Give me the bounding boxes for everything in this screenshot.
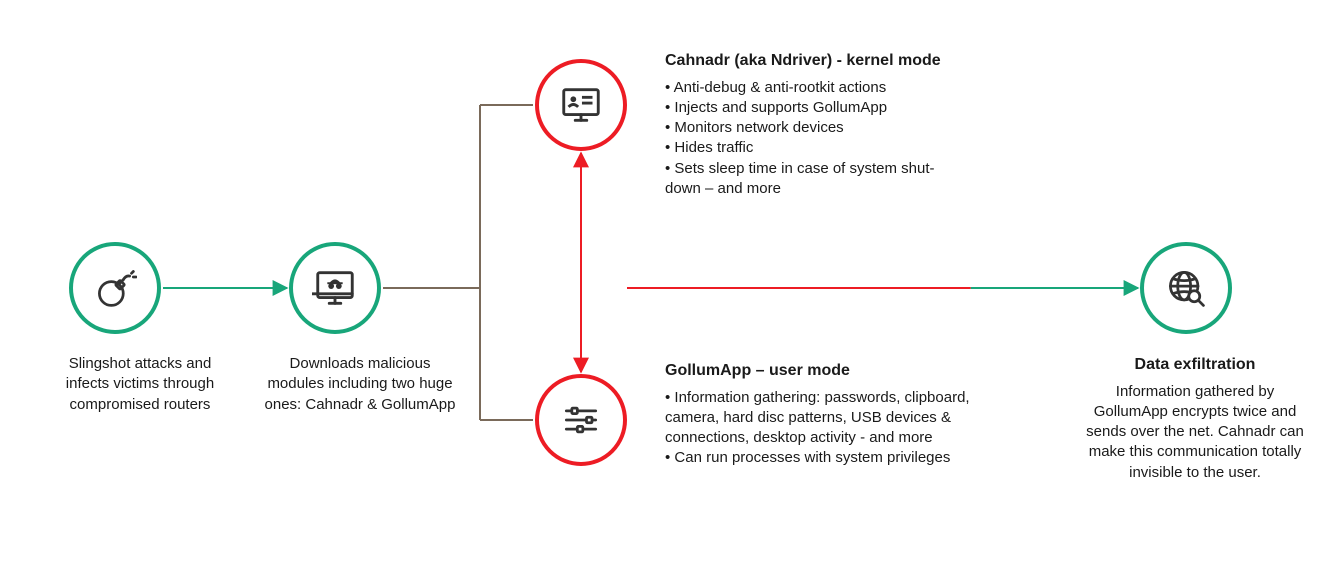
bullet-item: Can run processes with system privileges: [665, 448, 995, 468]
bomb-icon: [93, 266, 137, 310]
node-exfiltration: [1140, 242, 1232, 334]
text: Slingshot attacks and infects victims th…: [45, 354, 235, 415]
text: Information gathered by GollumApp encryp…: [1085, 382, 1305, 483]
node-cahnadr-kernel: [535, 59, 627, 151]
sliders-icon: [559, 398, 603, 442]
text: Downloads malicious modules including tw…: [260, 354, 460, 415]
bullet-item: Information gathering: passwords, clipbo…: [665, 388, 995, 449]
title: Cahnadr (aka Ndriver) - kernel mode: [665, 50, 965, 72]
node-gollumapp-user: [535, 374, 627, 466]
title: GollumApp – user mode: [665, 360, 995, 382]
label-slingshot: Slingshot attacks and infects victims th…: [45, 354, 235, 415]
bullet-item: Injects and supports GollumApp: [665, 98, 965, 118]
bullet-item: Hides traffic: [665, 138, 965, 158]
label-downloader: Downloads malicious modules including tw…: [260, 354, 460, 415]
node-slingshot: [69, 242, 161, 334]
monitor-id-icon: [558, 82, 604, 128]
bullet-list: Anti-debug & anti-rootkit actionsInjects…: [665, 78, 965, 200]
node-downloader: [289, 242, 381, 334]
label-exfiltration: Data exfiltration Information gathered b…: [1085, 354, 1305, 483]
bullet-list: Information gathering: passwords, clipbo…: [665, 388, 995, 469]
bullet-item: Sets sleep time in case of system shut-d…: [665, 159, 965, 200]
label-cahnadr: Cahnadr (aka Ndriver) - kernel mode Anti…: [665, 50, 965, 199]
title: Data exfiltration: [1085, 354, 1305, 376]
monitor-spy-icon: [312, 265, 358, 311]
label-gollumapp: GollumApp – user mode Information gather…: [665, 360, 995, 469]
globe-search-icon: [1164, 266, 1208, 310]
bullet-item: Monitors network devices: [665, 118, 965, 138]
bullet-item: Anti-debug & anti-rootkit actions: [665, 78, 965, 98]
